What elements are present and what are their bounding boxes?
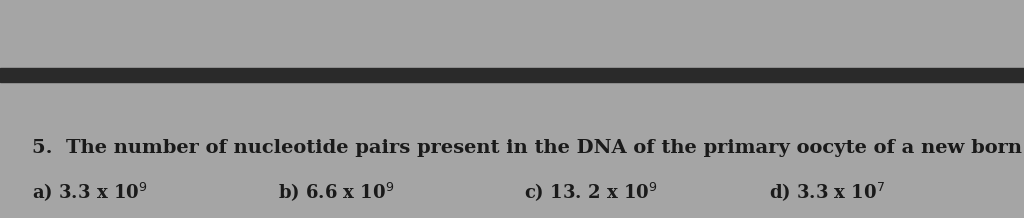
Text: c) 13. 2 x 10$^{9}$: c) 13. 2 x 10$^{9}$ [524,181,657,203]
Text: d) 3.3 x 10$^{7}$: d) 3.3 x 10$^{7}$ [769,181,885,203]
Text: 5.  The number of nucleotide pairs present in the DNA of the primary oocyte of a: 5. The number of nucleotide pairs presen… [32,139,1024,157]
Bar [0,68,1024,82]
Text: b) 6.6 x 10$^{9}$: b) 6.6 x 10$^{9}$ [278,181,394,203]
Text: a) 3.3 x 10$^{9}$: a) 3.3 x 10$^{9}$ [32,181,147,203]
